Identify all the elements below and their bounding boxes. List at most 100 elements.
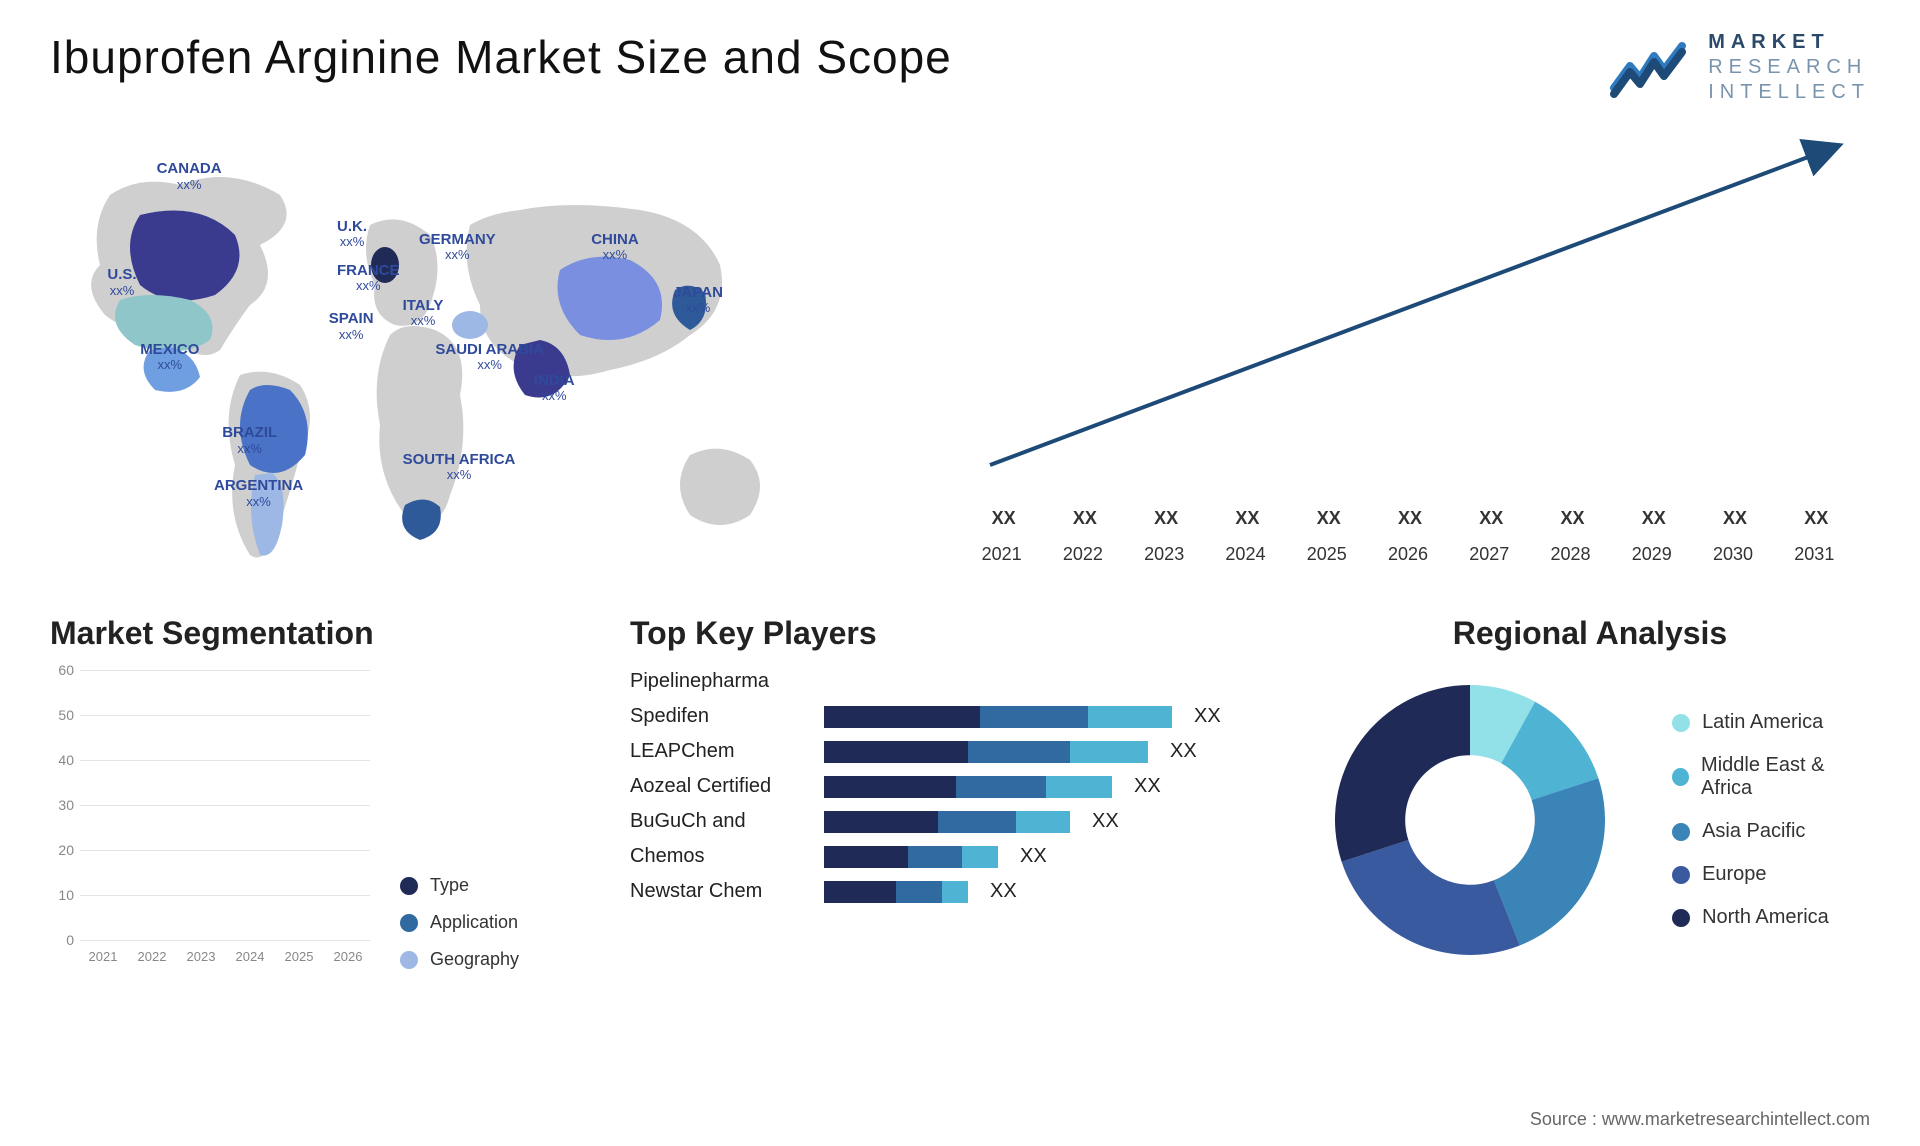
player-name: BuGuCh and (630, 810, 810, 833)
map-label: CHINAxx% (591, 232, 639, 263)
player-bar (824, 776, 1112, 798)
growth-bar: XX (1051, 508, 1118, 535)
growth-year-label: 2024 (1225, 544, 1265, 565)
footer-source: Source : www.marketresearchintellect.com (1530, 1109, 1870, 1130)
player-value: XX (1020, 845, 1047, 868)
growth-bar-label: XX (1479, 508, 1503, 529)
growth-bar: XX (1133, 508, 1200, 535)
seg-year-label: 2025 (285, 949, 314, 964)
seg-year-label: 2026 (334, 949, 363, 964)
segmentation-title: Market Segmentation (50, 615, 570, 652)
page-title: Ibuprofen Arginine Market Size and Scope (50, 30, 952, 84)
growth-bar: XX (1295, 508, 1362, 535)
brand-line1: MARKET (1708, 30, 1870, 55)
player-row: Aozeal Certified XX (630, 775, 1250, 798)
growth-bar-label: XX (992, 508, 1016, 529)
map-label: FRANCExx% (337, 263, 400, 294)
growth-year-label: 2021 (982, 544, 1022, 565)
growth-bar: XX (1458, 508, 1525, 535)
growth-year-label: 2023 (1144, 544, 1184, 565)
player-bar (824, 741, 1148, 763)
seg-ytick: 60 (58, 662, 74, 678)
seg-legend-item: Type (400, 875, 519, 896)
seg-year-label: 2023 (187, 949, 216, 964)
brand-logo: MARKET RESEARCH INTELLECT (1610, 30, 1870, 105)
player-name: Newstar Chem (630, 880, 810, 903)
regional-title: Regional Analysis (1310, 615, 1870, 652)
regional-legend: Latin America Middle East & Africa Asia Pa… (1672, 711, 1870, 929)
players-panel: Top Key Players PipelinepharmaSpedifenXX… (630, 615, 1250, 970)
map-label: MEXICOxx% (140, 342, 199, 373)
segmentation-panel: Market Segmentation 0102030405060 202120… (50, 615, 570, 970)
map-label: ARGENTINAxx% (214, 478, 303, 509)
growth-bar: XX (1539, 508, 1606, 535)
player-row: SpedifenXX (630, 705, 1250, 728)
map-label: SOUTH AFRICAxx% (403, 452, 516, 483)
players-title: Top Key Players (630, 615, 1250, 652)
map-label: BRAZILxx% (222, 425, 277, 456)
map-label: CANADAxx% (157, 161, 222, 192)
growth-year-label: 2029 (1632, 544, 1672, 565)
segmentation-legend: Type Application Geography (400, 835, 519, 970)
growth-bar: XX (1214, 508, 1281, 535)
player-row: Newstar Chem XX (630, 880, 1250, 903)
seg-ytick: 10 (58, 887, 74, 903)
brand-line2: RESEARCH (1708, 55, 1870, 80)
growth-bar-label: XX (1235, 508, 1259, 529)
seg-ytick: 0 (66, 932, 74, 948)
player-row: Pipelinepharma (630, 670, 1250, 693)
player-value: XX (990, 880, 1017, 903)
brand-line3: INTELLECT (1708, 80, 1870, 105)
growth-year-label: 2022 (1063, 544, 1103, 565)
growth-bar-label: XX (1154, 508, 1178, 529)
player-name: Aozeal Certified (630, 775, 810, 798)
brand-icon (1610, 38, 1694, 98)
seg-legend-item: Application (400, 912, 519, 933)
regional-legend-item: Latin America (1672, 711, 1870, 734)
player-value: XX (1134, 775, 1161, 798)
donut-slice (1342, 840, 1520, 955)
map-label: INDIAxx% (534, 373, 575, 404)
player-name: Pipelinepharma (630, 670, 810, 693)
growth-chart: XX XX XX XX XX XX XX XX XX XX XX 2021 2022 2023 2024 2… (930, 135, 1870, 575)
growth-bar: XX (1783, 508, 1850, 535)
player-name: Chemos (630, 845, 810, 868)
growth-bar: XX (970, 508, 1037, 535)
growth-bar-label: XX (1560, 508, 1584, 529)
seg-year-label: 2024 (236, 949, 265, 964)
growth-bar-label: XX (1317, 508, 1341, 529)
growth-bar-label: XX (1723, 508, 1747, 529)
player-bar (824, 881, 968, 903)
growth-bar-label: XX (1398, 508, 1422, 529)
player-bar (824, 706, 1172, 728)
growth-bar: XX (1701, 508, 1768, 535)
regional-legend-item: Middle East & Africa (1672, 754, 1870, 800)
growth-bar: XX (1620, 508, 1687, 535)
player-value: XX (1092, 810, 1119, 833)
seg-ytick: 30 (58, 797, 74, 813)
player-name: Spedifen (630, 705, 810, 728)
donut-slice (1494, 778, 1605, 945)
bottom-row: Market Segmentation 0102030405060 202120… (50, 615, 1870, 970)
growth-bar-label: XX (1073, 508, 1097, 529)
map-label: JAPANxx% (673, 285, 723, 316)
map-label: SPAINxx% (329, 311, 374, 342)
regional-legend-item: Asia Pacific (1672, 820, 1870, 843)
segmentation-chart: 0102030405060 202120222023202420252026 (50, 670, 370, 970)
growth-year-label: 2031 (1794, 544, 1834, 565)
seg-ytick: 20 (58, 842, 74, 858)
map-label: ITALYxx% (403, 298, 444, 329)
growth-year-label: 2025 (1307, 544, 1347, 565)
regional-panel: Regional Analysis Latin America Middle Ea… (1310, 615, 1870, 970)
donut-slice (1335, 685, 1470, 862)
seg-legend-item: Geography (400, 949, 519, 970)
player-row: Chemos XX (630, 845, 1250, 868)
seg-ytick: 40 (58, 752, 74, 768)
world-map: CANADAxx% U.S.xx% MEXICOxx% BRAZILxx% ARGENT… (50, 135, 870, 575)
growth-year-label: 2030 (1713, 544, 1753, 565)
regional-legend-item: Europe (1672, 863, 1870, 886)
map-label: U.S.xx% (107, 267, 136, 298)
map-label: GERMANYxx% (419, 232, 496, 263)
player-name: LEAPChem (630, 740, 810, 763)
seg-year-label: 2022 (138, 949, 167, 964)
